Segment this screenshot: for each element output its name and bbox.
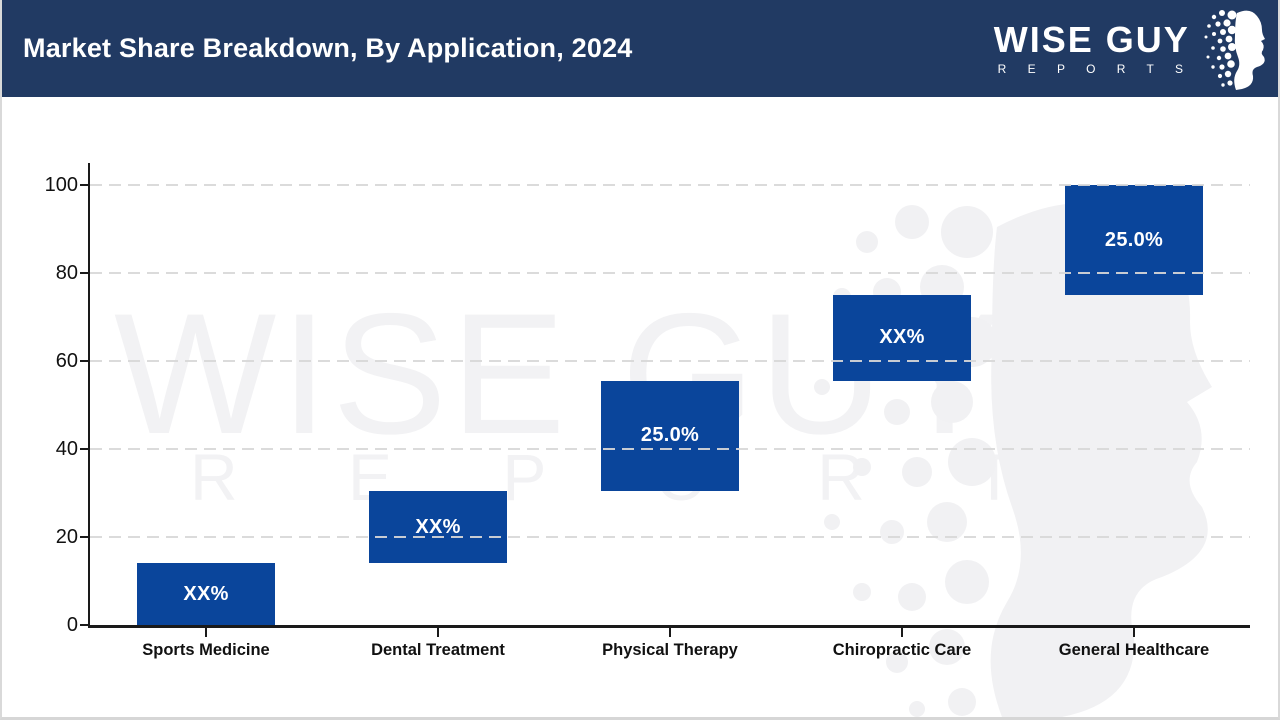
x-tickmark-4 xyxy=(1132,627,1136,637)
y-tickmark-40 xyxy=(80,448,90,451)
bar-value-label: 25.0% xyxy=(1104,228,1164,251)
y-tick-label-80: 80 xyxy=(55,262,78,284)
y-tick-label-40: 40 xyxy=(55,438,78,460)
category-label-4: General Healthcare xyxy=(1058,641,1210,659)
y-axis-line xyxy=(87,163,90,628)
bar-sports-medicine: XX% xyxy=(137,563,275,625)
bar-chiropractic-care: XX% xyxy=(833,295,971,381)
x-tickmark-1 xyxy=(436,627,440,637)
y-tickmark-20 xyxy=(80,536,90,539)
gridline-y40 xyxy=(90,448,1250,450)
logo-subtitle: R E P O R T S xyxy=(997,61,1192,76)
bar-value-label: XX% xyxy=(415,515,461,538)
y-tick-label-60: 60 xyxy=(55,350,78,372)
bar-value-label: 25.0% xyxy=(640,424,700,447)
category-label-3: Chiropractic Care xyxy=(832,641,972,659)
y-tickmark-0 xyxy=(80,624,90,627)
header-bar: Market Share Breakdown, By Application, … xyxy=(2,0,1278,97)
logo-text: WISE GUY R E P O R T S xyxy=(992,18,1192,76)
bar-dental-treatment: XX% xyxy=(369,490,507,564)
x-axis-line xyxy=(87,625,1250,628)
bar-physical-therapy: 25.0% xyxy=(601,380,739,491)
bar-general-healthcare: 25.0% xyxy=(1065,185,1203,295)
x-tickmark-2 xyxy=(668,627,672,637)
bar-value-label: XX% xyxy=(183,582,229,605)
category-label-0: Sports Medicine xyxy=(142,641,270,659)
logo-wordmark: WISE GUY xyxy=(993,18,1190,60)
gridline-y60 xyxy=(90,360,1250,362)
category-label-2: Physical Therapy xyxy=(602,641,738,659)
wise-guy-head-icon xyxy=(1204,9,1265,90)
y-tick-label-20: 20 xyxy=(55,526,78,548)
y-tickmark-60 xyxy=(80,360,90,363)
x-tickmark-3 xyxy=(900,627,904,637)
gridline-y100 xyxy=(90,184,1250,186)
x-tickmark-0 xyxy=(204,627,208,637)
page-title: Market Share Breakdown, By Application, … xyxy=(23,33,633,63)
y-tick-label-100: 100 xyxy=(44,174,78,196)
y-tickmark-100 xyxy=(80,184,90,187)
gridline-y80 xyxy=(90,272,1250,274)
y-tickmark-80 xyxy=(80,272,90,275)
y-tick-label-0: 0 xyxy=(66,614,78,636)
category-label-1: Dental Treatment xyxy=(371,641,505,659)
wise-guy-logo: WISE GUY R E P O R T S xyxy=(992,7,1268,91)
chart-area: WISE GUY R E P O R T S 020406080100XX%Sp… xyxy=(2,97,1278,717)
bar-value-label: XX% xyxy=(879,326,925,349)
gridline-y20 xyxy=(90,536,1250,538)
